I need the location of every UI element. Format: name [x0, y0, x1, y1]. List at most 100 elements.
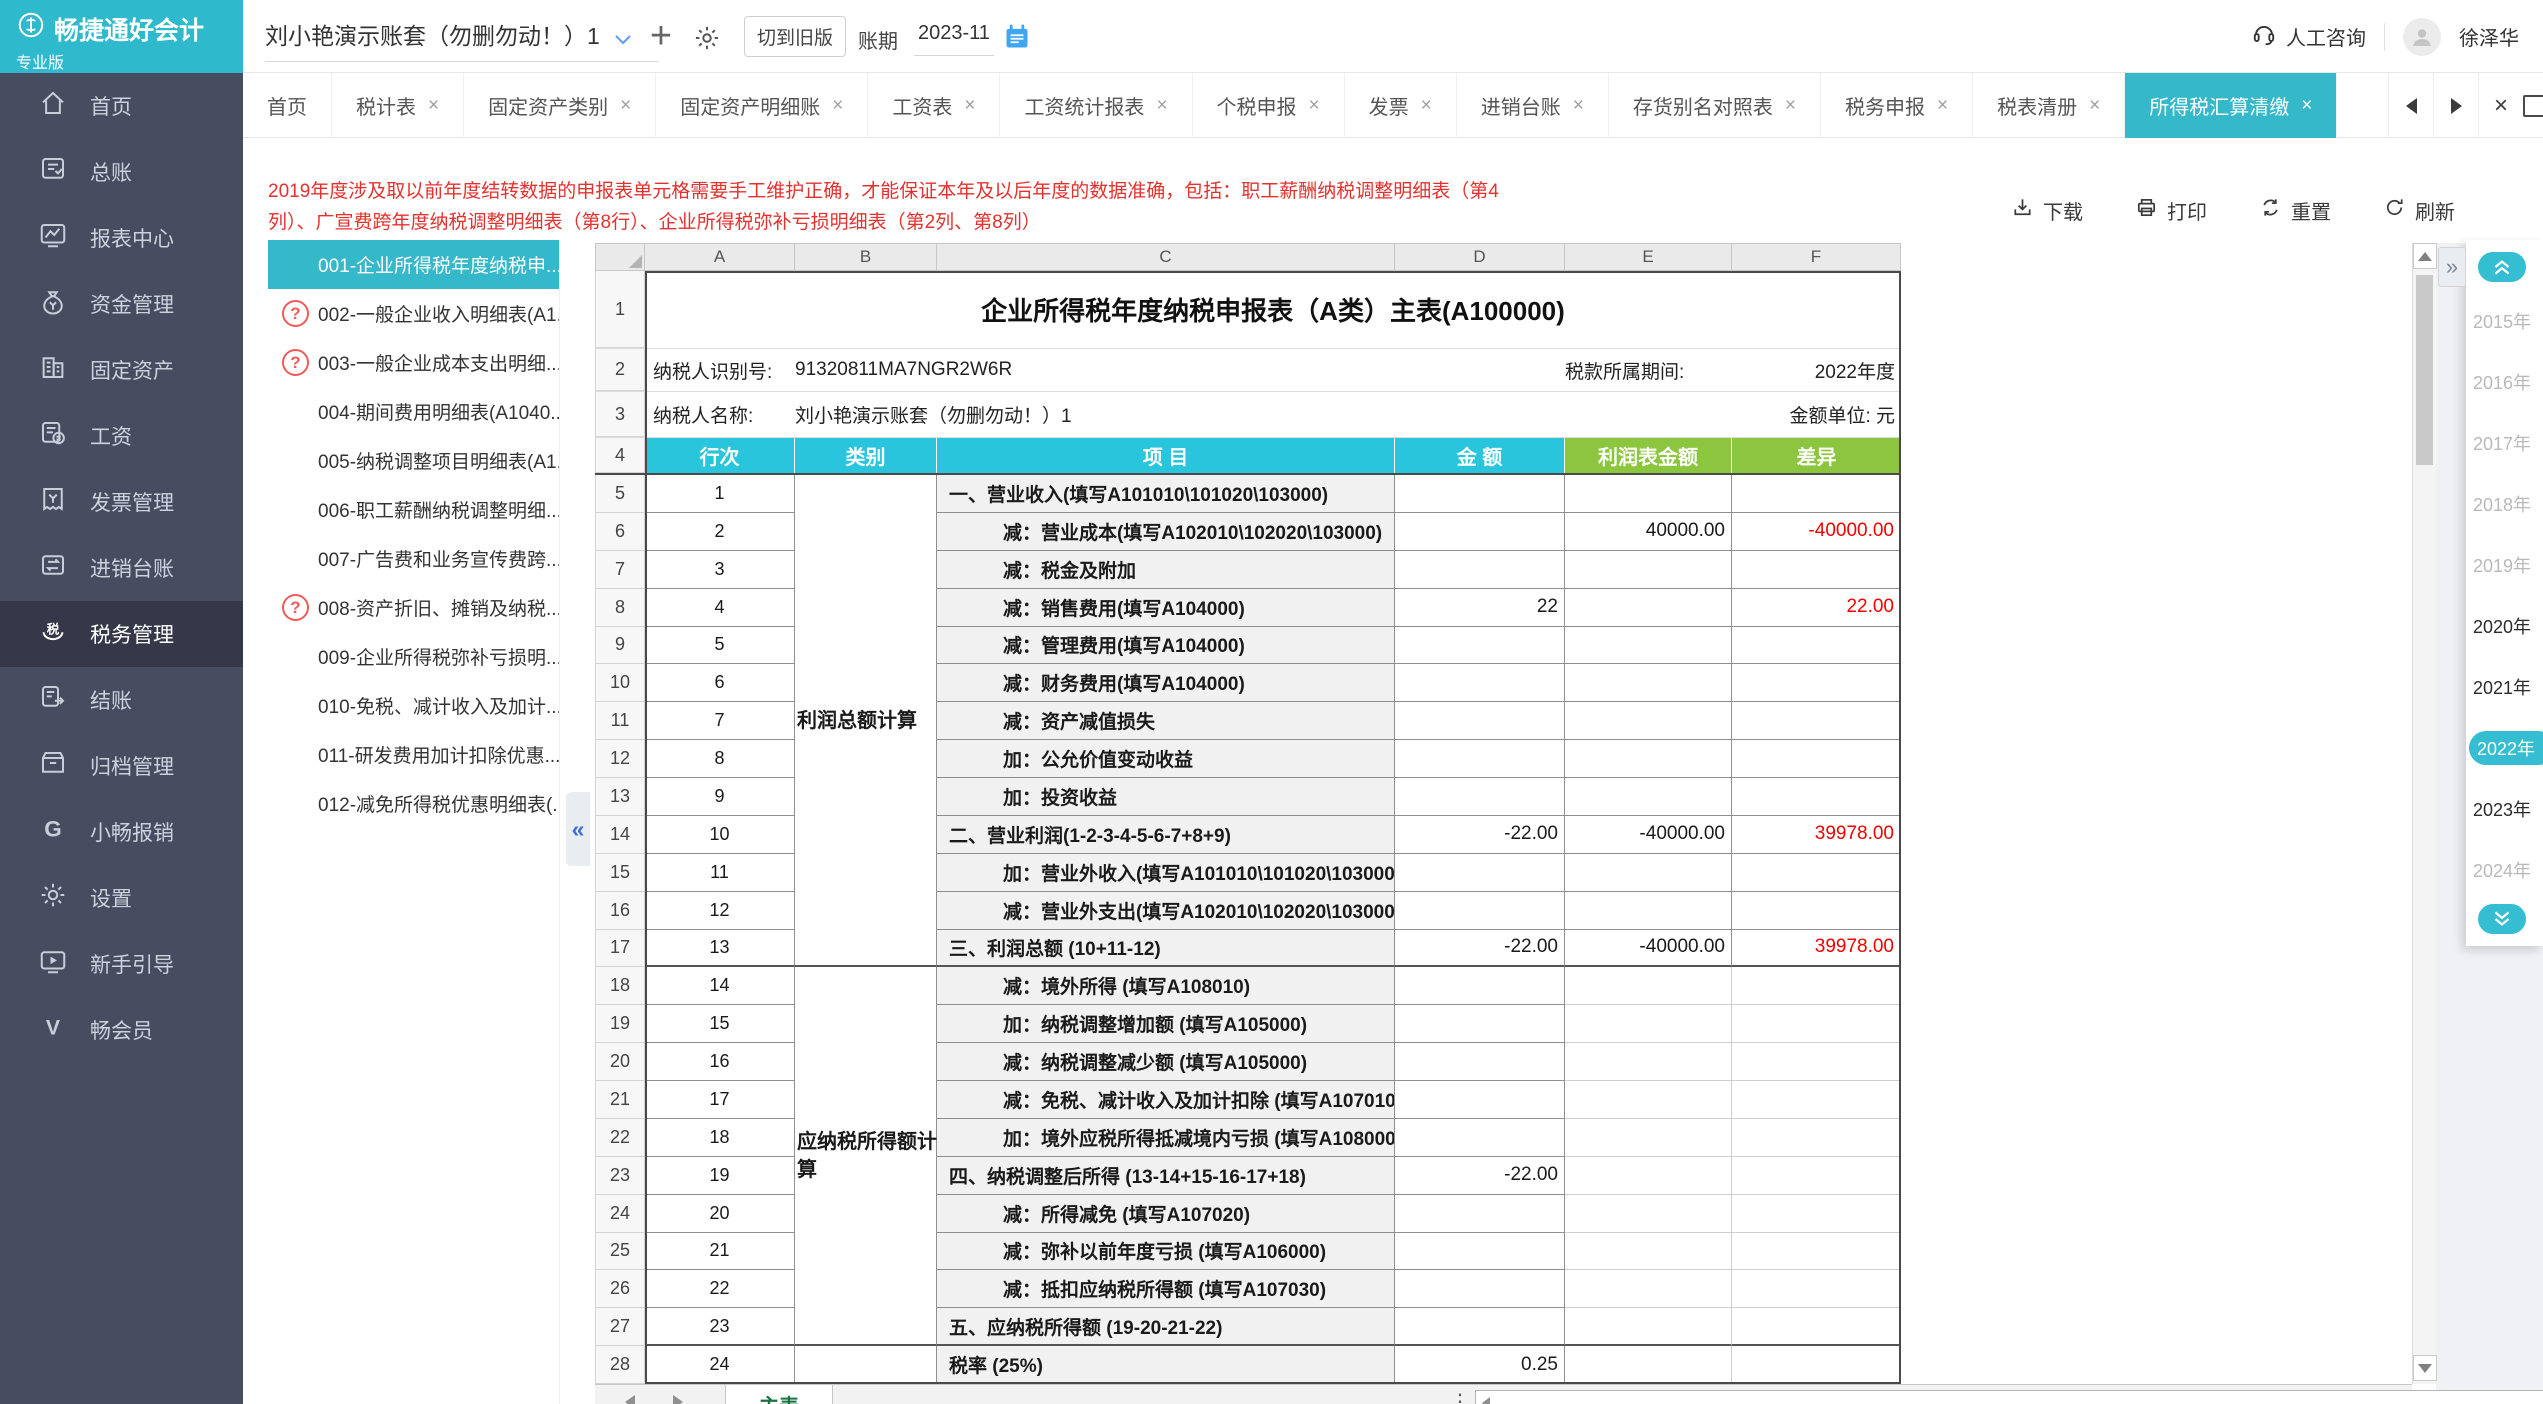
cell-amount[interactable] [1395, 1232, 1565, 1271]
sidebar-item-新手引导[interactable]: 新手引导 [0, 931, 243, 997]
report-list-item[interactable]: 005-纳税调整项目明细表(A1... [268, 436, 559, 485]
cell-amount[interactable] [1395, 626, 1565, 665]
cell-line-no[interactable]: 9 [645, 778, 795, 816]
cell-line-no[interactable]: 24 [645, 1346, 795, 1384]
cell-item[interactable]: 三、利润总额 (10+11-12) [937, 929, 1395, 968]
cell-profit-amount[interactable] [1565, 1308, 1732, 1347]
report-list-item[interactable]: 009-企业所得税弥补亏损明... [268, 632, 559, 681]
cell-amount[interactable]: 0.25 [1395, 1346, 1565, 1384]
cell-category[interactable] [795, 1194, 937, 1233]
cell-amount[interactable] [1395, 891, 1565, 930]
cell-category[interactable] [795, 1081, 937, 1119]
report-list-item[interactable]: 006-职工薪酬纳税调整明细... [268, 485, 559, 534]
report-list-item[interactable]: 012-减免所得税优惠明细表(... [268, 779, 559, 828]
cell-profit-amount[interactable] [1565, 664, 1732, 703]
year-item-2020年[interactable]: 2020年 [2473, 616, 2532, 637]
cell-diff[interactable] [1732, 1232, 1901, 1271]
close-icon[interactable]: × [1572, 94, 1584, 116]
sidebar-item-小畅报销[interactable]: G 小畅报销 [0, 799, 243, 865]
cell-category[interactable] [795, 475, 937, 513]
cell-diff[interactable] [1732, 853, 1901, 892]
close-icon[interactable]: × [832, 94, 844, 116]
cell-item[interactable]: 减：销售费用(填写A104000) [937, 588, 1395, 627]
scroll-left-icon[interactable] [1482, 1397, 1490, 1404]
sidebar-item-税务管理[interactable]: 税 税务管理 [0, 601, 243, 667]
cell-diff[interactable] [1732, 1270, 1901, 1309]
tab-税计表[interactable]: 税计表 × [332, 73, 465, 138]
sidebar-item-报表中心[interactable]: 报表中心 [0, 205, 243, 271]
cell-profit-amount[interactable] [1565, 778, 1732, 816]
cell-category[interactable] [795, 1043, 937, 1081]
cell-item[interactable]: 加：投资收益 [937, 778, 1395, 816]
cell-amount[interactable]: 22 [1395, 588, 1565, 627]
cell-line-no[interactable]: 21 [645, 1232, 795, 1271]
cell-profit-amount[interactable]: 40000.00 [1565, 512, 1732, 551]
tab-个税申报[interactable]: 个税申报 × [1193, 73, 1345, 138]
gear-icon[interactable] [692, 23, 722, 53]
cell-item[interactable]: 减：纳税调整减少额 (填写A105000) [937, 1043, 1395, 1081]
cell-item[interactable]: 一、营业收入(填写A101010\101020\103000) [937, 475, 1395, 513]
collapse-panel-handle[interactable]: « [566, 792, 590, 866]
tab-税务申报[interactable]: 税务申报 × [1821, 73, 1974, 138]
cell-profit-amount[interactable] [1565, 1005, 1732, 1044]
cell-line-no[interactable]: 14 [645, 967, 795, 1006]
cell-diff[interactable] [1732, 550, 1901, 589]
cell-item[interactable]: 减：管理费用(填写A104000) [937, 626, 1395, 665]
cell-amount[interactable] [1395, 1081, 1565, 1119]
cell-item[interactable]: 加：纳税调整增加额 (填写A105000) [937, 1005, 1395, 1044]
expand-panel-handle[interactable]: » [2438, 247, 2466, 287]
sheet-tab-main[interactable]: 主表 [725, 1385, 833, 1404]
cell-amount[interactable] [1395, 664, 1565, 703]
year-scroll-down-button[interactable] [2478, 904, 2526, 934]
tab-固定资产明细账[interactable]: 固定资产明细账 × [656, 73, 869, 138]
cell-category[interactable] [795, 702, 937, 741]
cell-category[interactable] [795, 1346, 937, 1384]
cell-amount[interactable] [1395, 1043, 1565, 1081]
close-icon[interactable]: × [1936, 94, 1949, 116]
cell-line-no[interactable]: 23 [645, 1308, 795, 1347]
cell-item[interactable]: 减：所得减免 (填写A107020) [937, 1194, 1395, 1233]
column-header-A[interactable]: A [645, 243, 795, 271]
taxpayer-id-value[interactable]: 91320811MA7NGR2W6R [795, 359, 1013, 380]
select-all-corner[interactable] [595, 243, 645, 271]
cell-profit-amount[interactable] [1565, 702, 1732, 741]
cell-diff[interactable]: 39978.00 [1732, 929, 1901, 968]
horizontal-scrollbar[interactable] [1475, 1390, 2543, 1404]
cell-category[interactable] [795, 815, 937, 854]
cell-diff[interactable] [1732, 740, 1901, 778]
sidebar-item-首页[interactable]: 首页 [0, 73, 243, 139]
cell-amount[interactable]: -22.00 [1395, 1156, 1565, 1195]
cell-profit-amount[interactable] [1565, 967, 1732, 1006]
cell-diff[interactable] [1732, 1118, 1901, 1157]
column-header-F[interactable]: F [1732, 243, 1901, 271]
cell-diff[interactable] [1732, 475, 1901, 513]
cell-item[interactable]: 四、纳税调整后所得 (13-14+15-16-17+18) [937, 1156, 1395, 1195]
close-icon[interactable]: × [1308, 94, 1320, 116]
year-item-2023年[interactable]: 2023年 [2473, 799, 2532, 820]
cell-amount[interactable] [1395, 1005, 1565, 1044]
vertical-scrollbar[interactable] [2412, 243, 2437, 1384]
reset-button[interactable]: 重置 [2259, 196, 2331, 225]
tab-固定资产类别[interactable]: 固定资产类别 × [464, 73, 657, 138]
column-header-B[interactable]: B [795, 243, 937, 271]
report-list-item[interactable]: 004-期间费用明细表(A1040... [268, 387, 559, 436]
cell-profit-amount[interactable] [1565, 1156, 1732, 1195]
cell-profit-amount[interactable] [1565, 1118, 1732, 1157]
sidebar-item-总账[interactable]: 总账 [0, 139, 243, 205]
tax-period-value[interactable]: 2022年度 [1814, 361, 1895, 383]
cell-amount[interactable] [1395, 1308, 1565, 1347]
close-icon[interactable]: × [428, 94, 440, 116]
tab-存货别名对照表[interactable]: 存货别名对照表 × [1609, 73, 1821, 138]
cell-item[interactable]: 加：公允价值变动收益 [937, 740, 1395, 778]
cell-item[interactable]: 二、营业利润(1-2-3-4-5-6-7+8+9) [937, 815, 1395, 854]
cell-category[interactable] [795, 588, 937, 627]
print-button[interactable]: 打印 [2135, 196, 2207, 225]
cell-diff[interactable]: 22.00 [1732, 588, 1901, 627]
report-list-item[interactable]: ? 008-资产折旧、摊销及纳税... [268, 583, 559, 632]
cell-line-no[interactable]: 17 [645, 1081, 795, 1119]
cell-category[interactable] [795, 664, 937, 703]
scrollbar-thumb[interactable] [2416, 275, 2433, 465]
sidebar-item-固定资产[interactable]: 固定资产 [0, 337, 243, 403]
cell-profit-amount[interactable] [1565, 853, 1732, 892]
close-icon[interactable]: × [1156, 94, 1168, 116]
